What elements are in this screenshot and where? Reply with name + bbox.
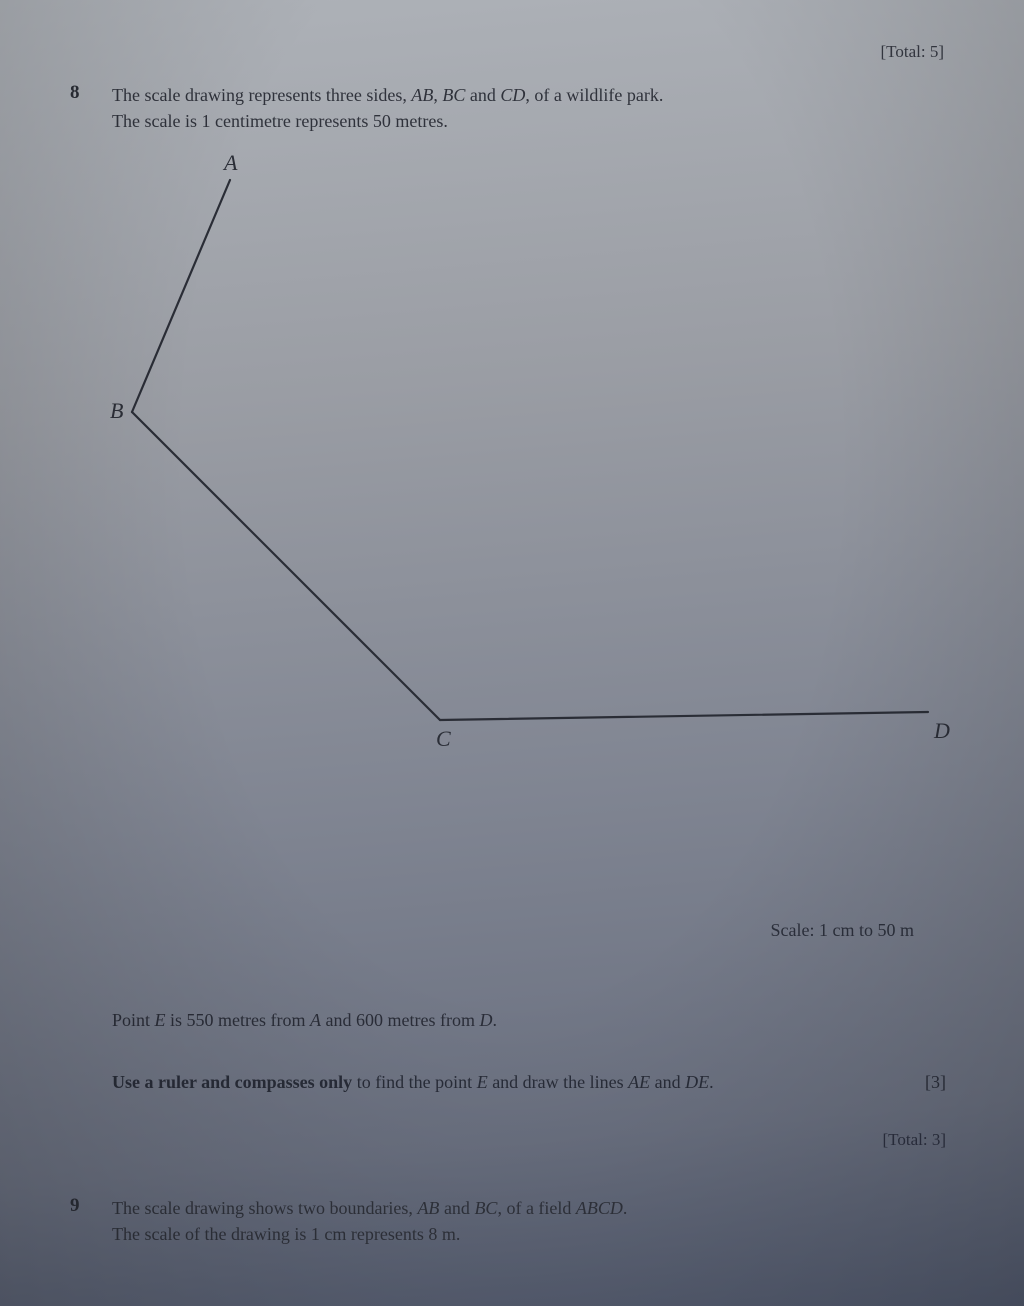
scale-drawing-diagram: A B C D <box>70 150 954 810</box>
instruction: Use a ruler and compasses only to find t… <box>112 1072 944 1093</box>
question-8-text: The scale drawing represents three sides… <box>112 82 944 134</box>
question-9-text: The scale drawing shows two boundaries, … <box>112 1195 944 1247</box>
total-marks-bottom: [Total: 3] <box>883 1130 946 1150</box>
diagram-svg: A B C D <box>70 150 954 810</box>
q9-bc: BC <box>474 1198 497 1218</box>
marks-bracket: [3] <box>925 1072 946 1093</box>
point-e-statement: Point E is 550 metres from A and 600 met… <box>112 1010 497 1031</box>
pe-part: . <box>492 1010 497 1030</box>
instr-AE: AE <box>628 1072 650 1092</box>
question-8: 8 The scale drawing represents three sid… <box>70 82 944 134</box>
question-number: 9 <box>70 1195 80 1217</box>
q9-line1-part: , of a field <box>497 1198 575 1218</box>
q9-line1-part: and <box>439 1198 474 1218</box>
instr-part: and draw the lines <box>488 1072 628 1092</box>
diagram-edges <box>132 180 928 720</box>
instr-DE: DE <box>685 1072 709 1092</box>
point-label-C: C <box>436 726 451 751</box>
point-label-B: B <box>110 398 123 423</box>
scale-caption: Scale: 1 cm to 50 m <box>771 920 914 941</box>
q8-line1-part: , of a wildlife park. <box>525 85 663 105</box>
q9-abcd: ABCD <box>576 1198 623 1218</box>
question-9: 9 The scale drawing shows two boundaries… <box>70 1195 944 1247</box>
q8-line1-part: The scale drawing represents three sides… <box>112 85 411 105</box>
pe-D: D <box>479 1010 492 1030</box>
q8-line1-part: and <box>465 85 500 105</box>
diagram-point-labels: A B C D <box>110 150 950 751</box>
edge-AB <box>132 180 230 412</box>
q9-line2: The scale of the drawing is 1 cm represe… <box>112 1224 460 1244</box>
pe-part: is 550 metres from <box>166 1010 310 1030</box>
pe-part: and 600 metres from <box>321 1010 479 1030</box>
q8-cd: CD <box>500 85 525 105</box>
edge-CD <box>440 712 928 720</box>
point-label-D: D <box>933 718 950 743</box>
q8-bc: BC <box>442 85 465 105</box>
question-number: 8 <box>70 82 80 104</box>
edge-BC <box>132 412 440 720</box>
pe-A: A <box>310 1010 321 1030</box>
pe-E: E <box>155 1010 166 1030</box>
q9-ab: AB <box>417 1198 439 1218</box>
q9-line1-part: The scale drawing shows two boundaries, <box>112 1198 417 1218</box>
instr-part: and <box>650 1072 685 1092</box>
q9-line1-part: . <box>623 1198 628 1218</box>
instr-part: to find the point <box>352 1072 477 1092</box>
exam-page: [Total: 5] 8 The scale drawing represent… <box>0 0 1024 1306</box>
pe-part: Point <box>112 1010 155 1030</box>
total-marks-top: [Total: 5] <box>881 42 944 62</box>
q8-line2: The scale is 1 centimetre represents 50 … <box>112 111 448 131</box>
instr-bold: Use a ruler and compasses only <box>112 1072 352 1092</box>
point-label-A: A <box>222 150 238 175</box>
instr-E: E <box>477 1072 488 1092</box>
instr-part: . <box>709 1072 714 1092</box>
q8-ab: AB <box>411 85 433 105</box>
